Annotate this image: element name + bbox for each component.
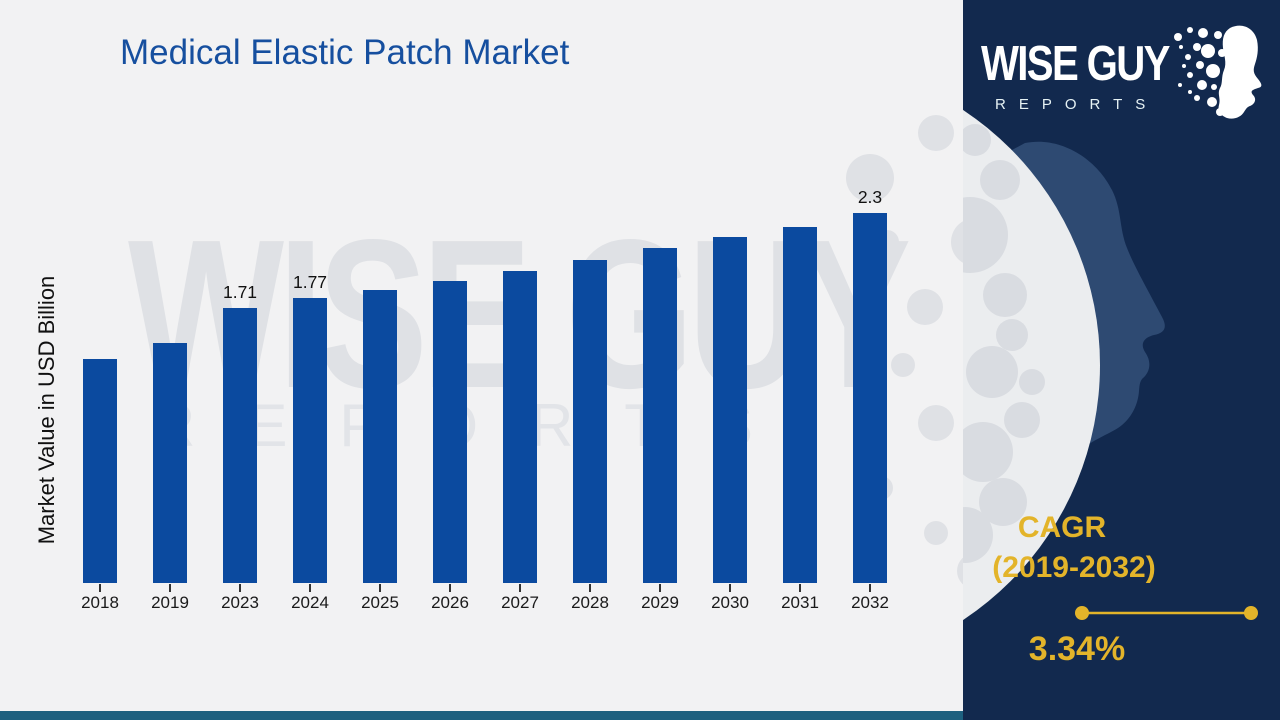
x-tick-2026 <box>449 584 451 592</box>
x-tick-2019 <box>169 584 171 592</box>
x-label-2018: 2018 <box>81 593 119 612</box>
x-label-2028: 2028 <box>571 593 609 612</box>
page-title: Medical Elastic Patch Market <box>120 33 570 72</box>
bar-2031 <box>783 227 817 583</box>
cagr-label: CAGR <box>1017 511 1107 544</box>
x-tick-2029 <box>659 584 661 592</box>
x-tick-2032 <box>869 584 871 592</box>
bar-2019 <box>153 343 187 583</box>
bar-2030 <box>713 237 747 583</box>
x-tick-2023 <box>239 584 241 592</box>
x-label-2027: 2027 <box>501 593 539 612</box>
brand-side-panel: WISE GUY REPORTS CAGR (2019-2032) 3.34% <box>963 0 1280 720</box>
bar-value-2023: 1.71 <box>222 282 258 302</box>
bar-2028 <box>573 260 607 583</box>
x-label-2025: 2025 <box>361 593 399 612</box>
cagr-divider-icon <box>1075 606 1258 620</box>
x-label-2024: 2024 <box>291 593 329 612</box>
bar-2029 <box>643 248 677 583</box>
x-label-2019: 2019 <box>151 593 189 612</box>
logo-reports-text: REPORTS <box>995 96 1159 113</box>
wise-guy-reports-logo: WISE GUY REPORTS <box>981 37 1211 114</box>
cagr-period: (2019-2032) <box>992 551 1156 584</box>
x-tick-2028 <box>589 584 591 592</box>
cagr-value: 3.34% <box>1028 630 1126 668</box>
x-label-2031: 2031 <box>781 593 819 612</box>
x-tick-2030 <box>729 584 731 592</box>
bar-2032 <box>853 213 887 583</box>
y-axis-label: Market Value in USD Billion <box>34 275 59 545</box>
x-label-2030: 2030 <box>711 593 749 612</box>
logo-wiseguy-text: WISE GUY <box>981 37 1170 91</box>
x-tick-2025 <box>379 584 381 592</box>
bar-value-2024: 1.77 <box>292 272 328 292</box>
bar-2026 <box>433 281 467 583</box>
bar-2027 <box>503 271 537 583</box>
x-label-2032: 2032 <box>851 593 889 612</box>
x-tick-2024 <box>309 584 311 592</box>
bottom-teal-stripe <box>0 711 963 720</box>
x-label-2026: 2026 <box>431 593 469 612</box>
x-label-2023: 2023 <box>221 593 259 612</box>
bar-value-2032: 2.3 <box>857 187 883 207</box>
x-label-2029: 2029 <box>641 593 679 612</box>
circle-blob-pattern <box>963 124 1045 563</box>
panel-decoration <box>963 25 1262 620</box>
bar-2023 <box>223 308 257 583</box>
x-tick-2031 <box>799 584 801 592</box>
logo-dot-face-icon <box>1174 25 1262 119</box>
x-tick-2027 <box>519 584 521 592</box>
bar-2025 <box>363 290 397 583</box>
bar-2024 <box>293 298 327 583</box>
bar-2018 <box>83 359 117 583</box>
x-tick-2018 <box>99 584 101 592</box>
